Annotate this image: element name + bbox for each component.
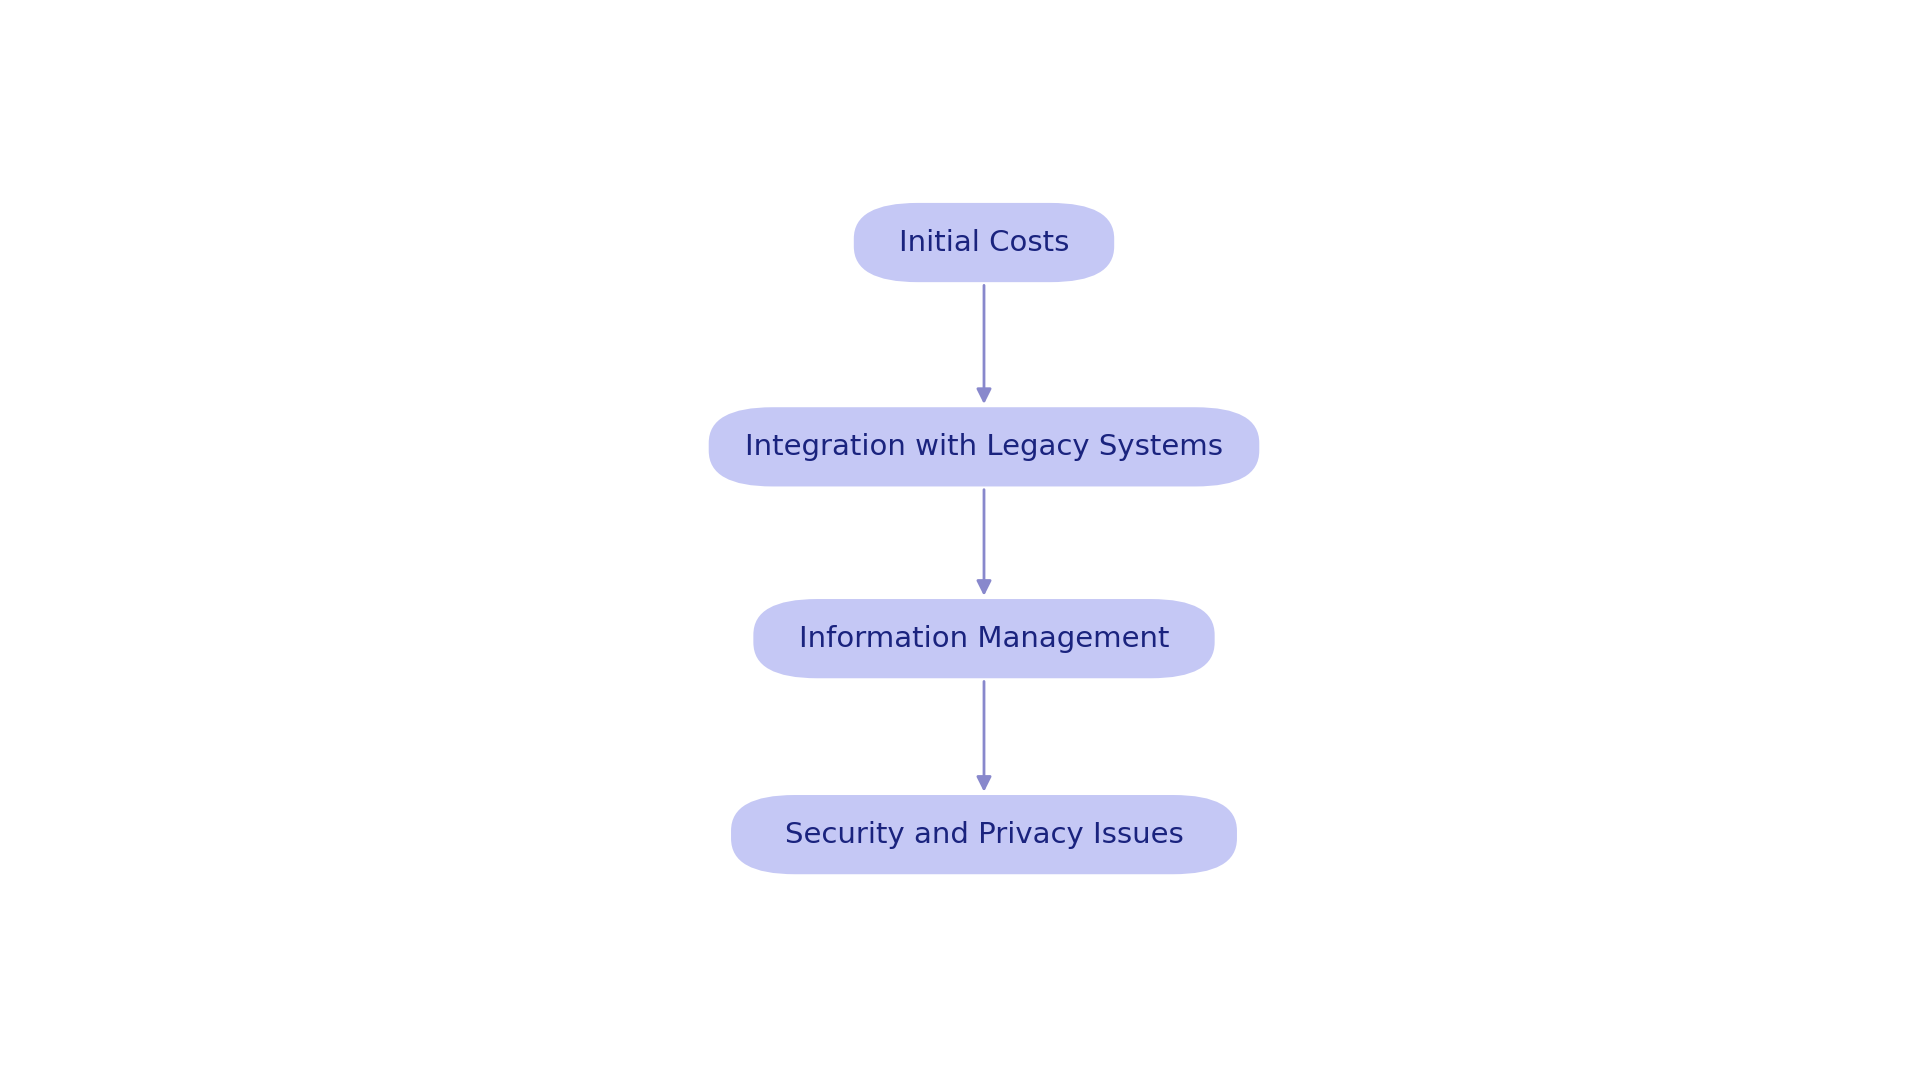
FancyBboxPatch shape [732,795,1236,874]
FancyBboxPatch shape [708,407,1260,486]
Text: Information Management: Information Management [799,625,1169,653]
FancyBboxPatch shape [753,599,1215,678]
Text: Initial Costs: Initial Costs [899,229,1069,257]
FancyBboxPatch shape [854,203,1114,283]
Text: Integration with Legacy Systems: Integration with Legacy Systems [745,433,1223,461]
Text: Security and Privacy Issues: Security and Privacy Issues [785,821,1183,849]
